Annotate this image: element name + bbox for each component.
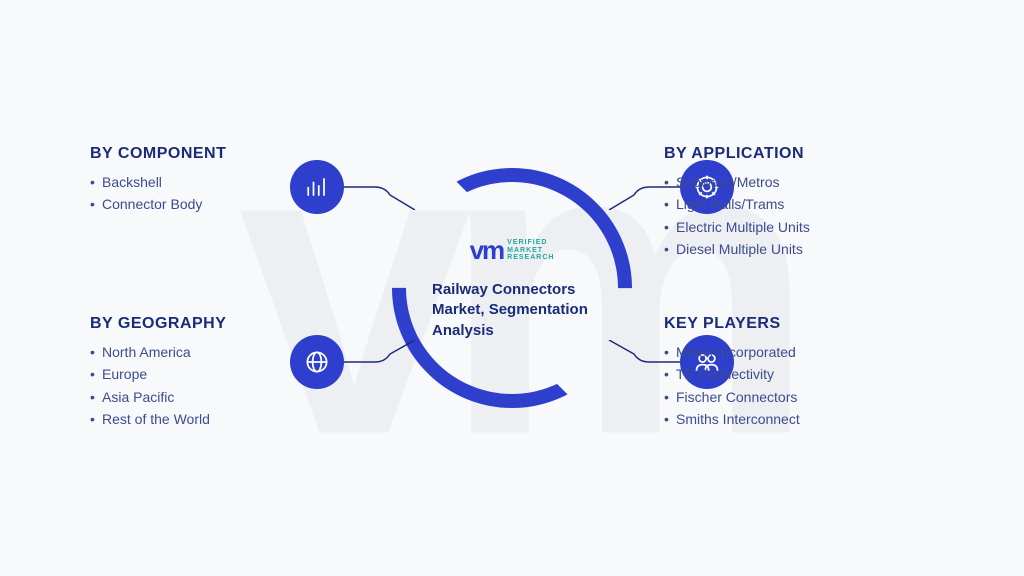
center-title: Railway Connectors Market, Segmentation … <box>417 280 607 341</box>
segment-items-bl: North AmericaEuropeAsia PacificRest of t… <box>90 341 370 431</box>
segment-items-tl: BackshellConnector Body <box>90 171 370 216</box>
logo-line2: MARKET <box>507 247 554 255</box>
center-hub: vm VERIFIED MARKET RESEARCH Railway Conn… <box>392 168 632 408</box>
list-item: Connector Body <box>90 193 370 215</box>
segment-component: BY COMPONENT BackshellConnector Body <box>90 145 370 216</box>
segment-title: BY COMPONENT <box>90 145 370 163</box>
segment-items-tr: Subways/MetrosLight Rails/TramsElectric … <box>664 171 944 261</box>
list-item: Asia Pacific <box>90 386 370 408</box>
segment-title: BY GEOGRAPHY <box>90 315 370 333</box>
logo-line1: VERIFIED <box>507 239 554 247</box>
center-content: vm VERIFIED MARKET RESEARCH Railway Conn… <box>417 235 607 341</box>
list-item: Light Rails/Trams <box>664 193 944 215</box>
list-item: Backshell <box>90 171 370 193</box>
list-item: Subways/Metros <box>664 171 944 193</box>
list-item: Fischer Connectors <box>664 386 944 408</box>
segment-application: BY APPLICATION Subways/MetrosLight Rails… <box>664 145 944 261</box>
list-item: Europe <box>90 363 370 385</box>
list-item: Diesel Multiple Units <box>664 238 944 260</box>
segment-players: KEY PLAYERS Molex IncorporatedTE Connect… <box>664 315 944 431</box>
logo-text: VERIFIED MARKET RESEARCH <box>507 239 554 262</box>
segment-geography: BY GEOGRAPHY North AmericaEuropeAsia Pac… <box>90 315 370 431</box>
segment-items-br: Molex IncorporatedTE ConnectivityFischer… <box>664 341 944 431</box>
list-item: Electric Multiple Units <box>664 216 944 238</box>
logo-symbol: vm <box>470 235 504 266</box>
list-item: Smiths Interconnect <box>664 408 944 430</box>
brand-logo: vm VERIFIED MARKET RESEARCH <box>417 235 607 266</box>
segment-title: KEY PLAYERS <box>664 315 944 333</box>
segment-title: BY APPLICATION <box>664 145 944 163</box>
list-item: TE Connectivity <box>664 363 944 385</box>
list-item: Rest of the World <box>90 408 370 430</box>
logo-line3: RESEARCH <box>507 254 554 262</box>
infographic-container: vm VERIFIED MARKET RESEARCH Railway Conn… <box>0 0 1024 576</box>
list-item: North America <box>90 341 370 363</box>
list-item: Molex Incorporated <box>664 341 944 363</box>
